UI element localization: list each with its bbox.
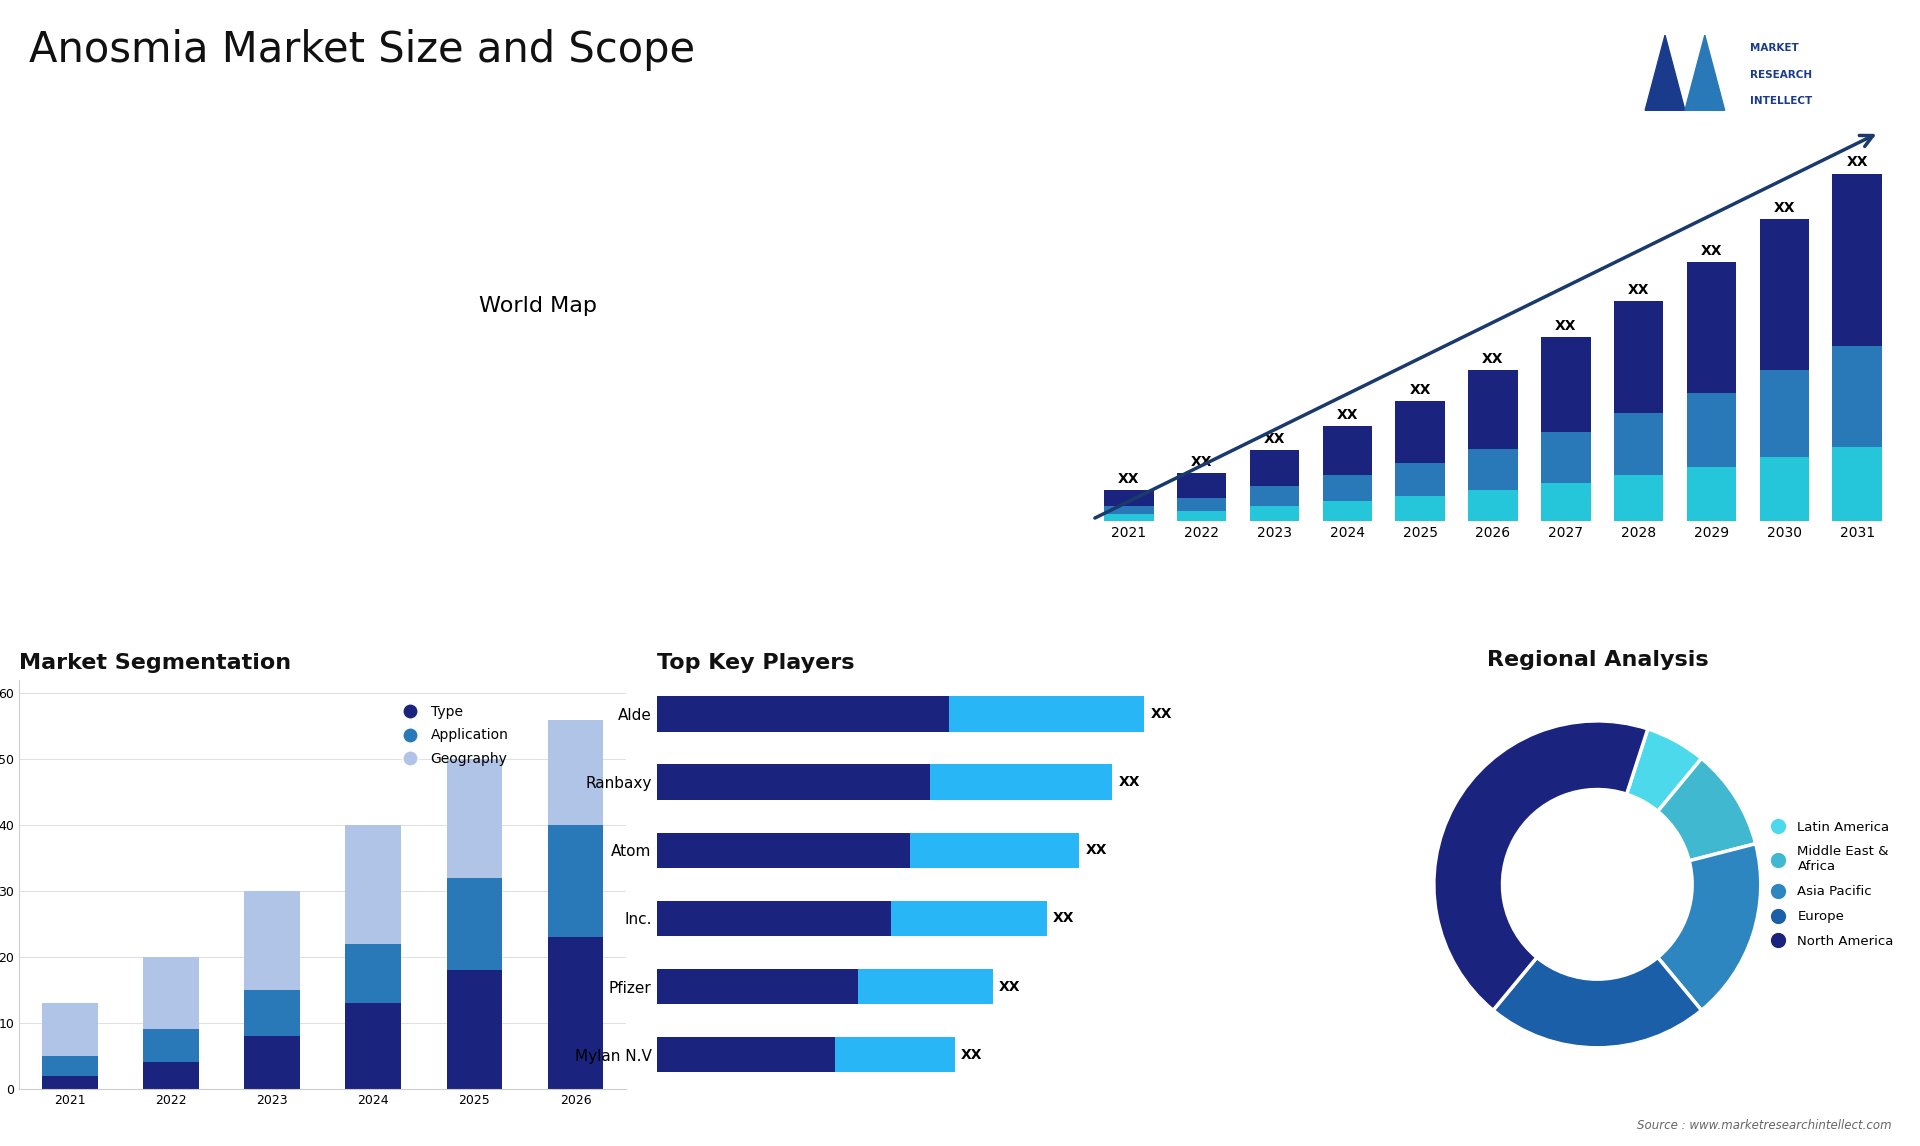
Bar bbox=[547, 937, 603, 1089]
Bar bbox=[1396, 463, 1446, 496]
Bar bbox=[1759, 457, 1809, 520]
Bar bbox=[1323, 426, 1373, 474]
Text: Market Segmentation: Market Segmentation bbox=[19, 653, 292, 673]
Text: XX: XX bbox=[962, 1047, 983, 1061]
Bar bbox=[1542, 337, 1590, 432]
Text: XX: XX bbox=[1085, 843, 1108, 857]
Circle shape bbox=[1503, 790, 1692, 979]
Bar bbox=[1759, 219, 1809, 370]
Bar bbox=[547, 720, 603, 825]
Bar bbox=[144, 1062, 200, 1089]
Text: INTELLECT: INTELLECT bbox=[1751, 96, 1812, 107]
Bar bbox=[929, 764, 1112, 800]
Text: XX: XX bbox=[1150, 707, 1173, 721]
Bar bbox=[447, 759, 503, 878]
Bar bbox=[891, 901, 1046, 936]
Bar bbox=[657, 968, 858, 1004]
Bar bbox=[346, 1003, 401, 1089]
Text: XX: XX bbox=[1409, 383, 1430, 398]
Bar bbox=[42, 1003, 98, 1055]
Bar bbox=[1250, 507, 1300, 520]
Bar bbox=[547, 825, 603, 937]
Wedge shape bbox=[1657, 843, 1761, 1011]
Text: XX: XX bbox=[1117, 775, 1140, 790]
Text: XX: XX bbox=[1482, 352, 1503, 366]
Bar bbox=[447, 970, 503, 1089]
Text: XX: XX bbox=[1190, 455, 1212, 469]
Text: World Map: World Map bbox=[480, 297, 597, 316]
Bar bbox=[1104, 489, 1154, 507]
Bar bbox=[244, 890, 300, 990]
Bar bbox=[1469, 449, 1517, 489]
Bar bbox=[1759, 370, 1809, 457]
Bar bbox=[1832, 447, 1882, 520]
Bar bbox=[1177, 511, 1227, 520]
Bar bbox=[1104, 515, 1154, 520]
Bar bbox=[144, 1029, 200, 1062]
Text: XX: XX bbox=[1263, 432, 1284, 446]
Bar bbox=[1542, 432, 1590, 484]
Bar bbox=[1832, 346, 1882, 447]
Legend: Type, Application, Geography: Type, Application, Geography bbox=[390, 699, 515, 771]
Legend: Latin America, Middle East &
Africa, Asia Pacific, Europe, North America: Latin America, Middle East & Africa, Asi… bbox=[1759, 815, 1899, 953]
Bar bbox=[1250, 450, 1300, 486]
Polygon shape bbox=[1686, 36, 1724, 110]
Text: XX: XX bbox=[1555, 320, 1576, 333]
Bar bbox=[346, 943, 401, 1003]
Wedge shape bbox=[1494, 957, 1701, 1047]
Bar bbox=[1686, 466, 1736, 520]
Bar bbox=[42, 1075, 98, 1089]
Bar bbox=[657, 697, 948, 732]
Wedge shape bbox=[1434, 721, 1647, 1011]
Bar bbox=[948, 697, 1144, 732]
Wedge shape bbox=[1626, 729, 1701, 811]
Bar bbox=[858, 968, 993, 1004]
Bar bbox=[1177, 497, 1227, 511]
Text: XX: XX bbox=[1628, 283, 1649, 297]
Bar bbox=[346, 825, 401, 943]
Text: MARKET: MARKET bbox=[1751, 44, 1799, 54]
Title: Regional Analysis: Regional Analysis bbox=[1486, 650, 1709, 670]
Bar bbox=[1323, 474, 1373, 501]
Text: XX: XX bbox=[1336, 408, 1357, 422]
Bar bbox=[1104, 507, 1154, 515]
Bar bbox=[1542, 484, 1590, 520]
Bar bbox=[657, 764, 929, 800]
Text: XX: XX bbox=[1701, 244, 1722, 258]
Text: XX: XX bbox=[1847, 156, 1868, 170]
Bar bbox=[1615, 413, 1663, 474]
Text: Anosmia Market Size and Scope: Anosmia Market Size and Scope bbox=[29, 29, 695, 71]
Bar bbox=[1396, 401, 1446, 463]
Text: XX: XX bbox=[998, 980, 1021, 994]
Bar bbox=[447, 878, 503, 970]
Bar bbox=[1323, 501, 1373, 520]
Bar bbox=[244, 1036, 300, 1089]
Text: XX: XX bbox=[1774, 202, 1795, 215]
Text: Top Key Players: Top Key Players bbox=[657, 653, 854, 673]
Bar bbox=[1686, 393, 1736, 466]
Bar bbox=[1469, 489, 1517, 520]
Text: RESEARCH: RESEARCH bbox=[1751, 70, 1812, 80]
Bar bbox=[1396, 496, 1446, 520]
Bar bbox=[657, 901, 891, 936]
Bar bbox=[910, 833, 1079, 868]
Polygon shape bbox=[1645, 36, 1686, 110]
Bar bbox=[1469, 370, 1517, 449]
Wedge shape bbox=[1657, 759, 1755, 861]
Text: XX: XX bbox=[1117, 472, 1140, 486]
Bar bbox=[244, 990, 300, 1036]
Text: Source : www.marketresearchintellect.com: Source : www.marketresearchintellect.com bbox=[1636, 1120, 1891, 1132]
Bar bbox=[1832, 173, 1882, 346]
Bar bbox=[1250, 486, 1300, 507]
Bar bbox=[42, 1055, 98, 1075]
Bar bbox=[1177, 473, 1227, 497]
Bar bbox=[657, 1037, 835, 1073]
Bar bbox=[144, 957, 200, 1029]
Bar bbox=[657, 833, 910, 868]
Bar bbox=[835, 1037, 954, 1073]
Bar bbox=[1686, 262, 1736, 393]
Text: XX: XX bbox=[1054, 911, 1075, 926]
Bar bbox=[1615, 301, 1663, 413]
Bar bbox=[1615, 474, 1663, 520]
